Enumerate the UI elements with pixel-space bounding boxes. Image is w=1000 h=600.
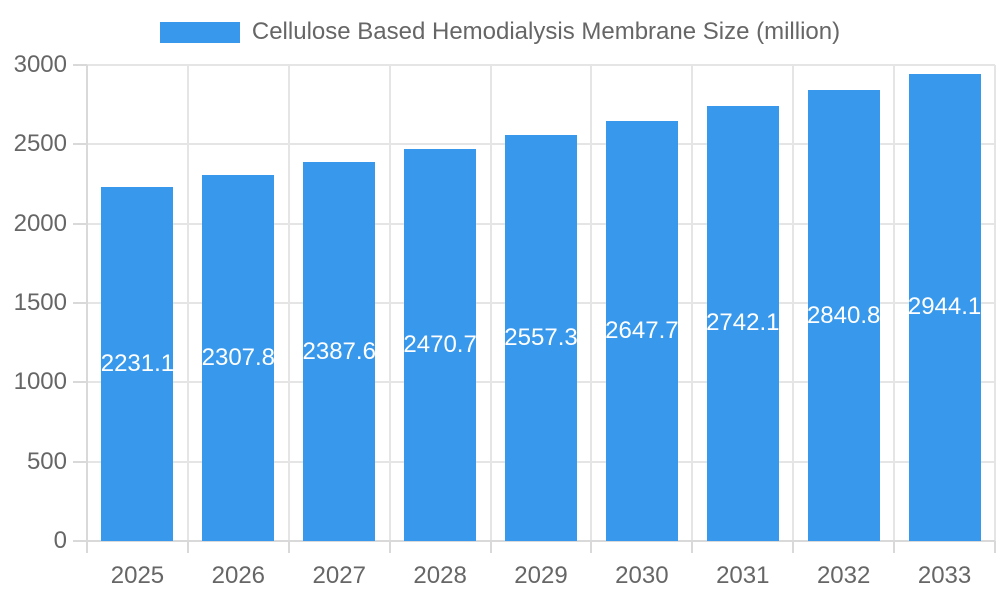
- x-axis-tick-label: 2033: [917, 562, 972, 589]
- x-axis-tick: [792, 541, 795, 553]
- x-axis-tick-label: 2031: [716, 562, 770, 589]
- x-axis-tick-label: 2032: [816, 562, 871, 589]
- bar[interactable]: 2557.3: [504, 135, 578, 541]
- x-axis-tick-label: 2029: [514, 562, 568, 589]
- y-axis-tick-label: 500: [26, 447, 67, 475]
- x-axis-tick: [691, 541, 694, 553]
- y-axis-tick-label: 2500: [13, 130, 67, 158]
- x-axis-tick: [994, 541, 996, 553]
- y-axis-tick-label: 2000: [13, 209, 67, 237]
- y-axis-tick-label: 0: [53, 527, 67, 554]
- x-axis-tick: [893, 541, 896, 553]
- y-axis-tick: [73, 222, 87, 225]
- bar-value-label: 2742.1: [706, 309, 780, 337]
- y-axis-line: [86, 65, 88, 541]
- x-axis-tick: [86, 541, 88, 553]
- bar[interactable]: 2470.7: [403, 148, 477, 541]
- bar[interactable]: 2307.8: [201, 174, 276, 541]
- x-axis-tick-label: 2030: [615, 562, 669, 589]
- y-axis-tick-label: 1000: [13, 368, 67, 396]
- y-axis-tick: [73, 302, 87, 304]
- legend-label: Cellulose Based Hemodialysis Membrane Si…: [251, 18, 841, 45]
- y-axis-tick-label: 1500: [13, 289, 67, 316]
- x-axis-tick-label: 2028: [413, 562, 467, 589]
- x-axis-tick: [489, 541, 492, 553]
- x-axis-tick: [186, 541, 189, 553]
- bar[interactable]: 2742.1: [706, 105, 780, 541]
- y-axis-tick-label: 3000: [13, 51, 67, 78]
- gridline-vertical: [489, 65, 492, 541]
- gridline-vertical: [893, 65, 896, 541]
- gridline-vertical: [186, 65, 189, 541]
- x-axis-tick-label: 2025: [110, 562, 165, 589]
- plot-area: 0 500 1000 1500 2000 2500 3000 2231.1 2025 2307.8…: [14, 51, 996, 589]
- y-axis-tick: [73, 460, 87, 463]
- bar-value-label: 2557.3: [504, 324, 578, 352]
- bar[interactable]: 2840.8: [806, 90, 881, 541]
- x-axis-tick: [388, 541, 391, 553]
- bar-value-label: 2470.7: [403, 330, 477, 358]
- bar-value-label: 2840.8: [806, 301, 881, 329]
- bar-value-label: 2387.6: [302, 337, 376, 365]
- x-axis-tick: [590, 541, 593, 553]
- bar-value-label: 2307.8: [201, 343, 276, 371]
- bar[interactable]: 2647.7: [605, 120, 679, 541]
- y-axis-tick: [73, 381, 87, 384]
- y-axis-tick: [73, 64, 87, 66]
- gridline-vertical: [287, 65, 290, 541]
- legend[interactable]: Cellulose Based Hemodialysis Membrane Si…: [0, 18, 1000, 46]
- bar[interactable]: 2231.1: [100, 187, 175, 541]
- x-axis-tick: [287, 541, 290, 553]
- bar-value-label: 2231.1: [100, 350, 175, 377]
- y-axis-tick: [73, 540, 87, 542]
- x-axis-tick-label: 2027: [312, 562, 366, 589]
- x-axis-line: [87, 540, 995, 542]
- x-axis-tick-label: 2026: [211, 562, 266, 589]
- gridline-vertical: [691, 65, 694, 541]
- bar[interactable]: 2387.6: [302, 162, 376, 541]
- legend-swatch: [159, 21, 240, 43]
- bar[interactable]: 2944.1: [907, 73, 982, 541]
- gridline-horizontal: [87, 64, 995, 66]
- gridline-vertical: [994, 65, 996, 541]
- bar-value-label: 2647.7: [605, 316, 679, 344]
- gridline-vertical: [388, 65, 391, 541]
- gridline-vertical: [590, 65, 593, 541]
- gridline-vertical: [792, 65, 795, 541]
- bar-value-label: 2944.1: [907, 293, 982, 321]
- y-axis-tick: [73, 143, 87, 146]
